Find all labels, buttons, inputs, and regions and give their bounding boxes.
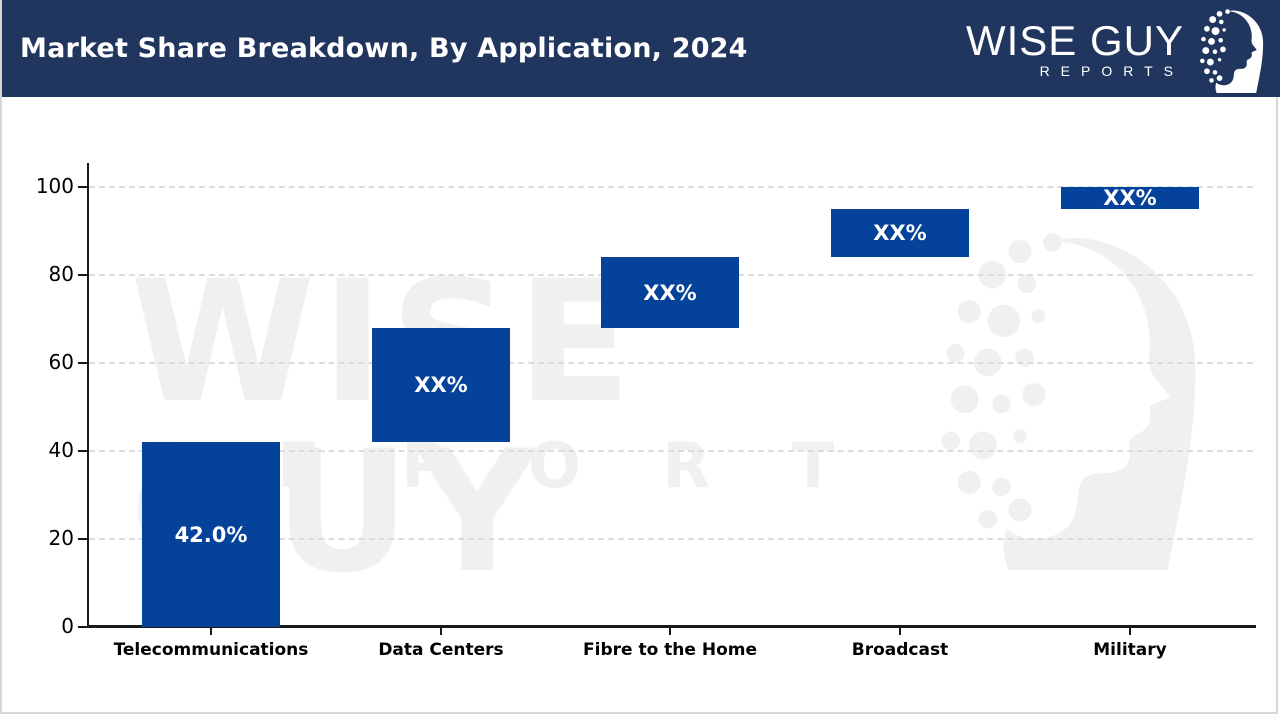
x-tick-mark-3 bbox=[669, 628, 671, 635]
bar-value-label: 42.0% bbox=[174, 522, 248, 547]
x-category-label: Fibre to the Home bbox=[583, 640, 757, 660]
x-tick-mark-4 bbox=[899, 628, 901, 635]
y-tick-label-80: 80 bbox=[48, 262, 74, 286]
frame-border-right bbox=[1276, 97, 1278, 714]
x-category-label: Telecommunications bbox=[113, 640, 309, 660]
y-tick-label-20: 20 bbox=[48, 526, 74, 550]
watermark-head-icon bbox=[941, 233, 1196, 571]
page-title: Market Share Breakdown, By Application, … bbox=[20, 33, 748, 64]
frame-border-left bbox=[0, 0, 2, 714]
chart-area: WISE GUY R E P O R T S 02040608010042.0%… bbox=[0, 97, 1280, 713]
y-tick-mark-100 bbox=[78, 186, 87, 188]
gridline-40 bbox=[89, 450, 1253, 452]
y-axis-line bbox=[87, 163, 89, 627]
bar-broadcast: XX% bbox=[831, 209, 969, 258]
y-tick-label-100: 100 bbox=[35, 174, 74, 198]
y-tick-label-40: 40 bbox=[48, 438, 74, 462]
gridline-20 bbox=[89, 538, 1253, 540]
bar-value-label: XX% bbox=[873, 221, 927, 246]
logo-text: WISE GUY REPORTS bbox=[965, 17, 1184, 80]
logo-wordmark: WISE GUY bbox=[965, 17, 1184, 64]
y-tick-mark-20 bbox=[78, 538, 87, 540]
x-tick-mark-1 bbox=[210, 628, 212, 635]
wiseguy-logo: WISE GUY REPORTS bbox=[965, 8, 1266, 93]
logo-subtitle: REPORTS bbox=[1039, 63, 1184, 79]
y-tick-label-60: 60 bbox=[48, 350, 74, 374]
bar-fibre-to-the-home: XX% bbox=[601, 257, 739, 328]
bar-value-label: XX% bbox=[643, 280, 697, 305]
bar-data-centers: XX% bbox=[372, 327, 510, 443]
y-tick-mark-80 bbox=[78, 274, 87, 276]
y-tick-label-0: 0 bbox=[61, 614, 74, 638]
frame-border-bottom bbox=[0, 712, 1278, 714]
x-tick-mark-5 bbox=[1129, 628, 1131, 635]
bar-telecommunications: 42.0% bbox=[142, 442, 280, 627]
bar-military: XX% bbox=[1061, 186, 1199, 210]
x-category-label: Military bbox=[1093, 640, 1167, 660]
y-tick-mark-40 bbox=[78, 450, 87, 452]
x-category-label: Broadcast bbox=[851, 640, 949, 660]
x-axis-line bbox=[87, 625, 1256, 628]
wiseguy-head-icon bbox=[1200, 9, 1264, 93]
x-tick-mark-2 bbox=[440, 628, 442, 635]
y-tick-mark-60 bbox=[78, 362, 87, 364]
x-category-label: Data Centers bbox=[378, 640, 504, 660]
gridline-60 bbox=[89, 362, 1253, 364]
header-bar: Market Share Breakdown, By Application, … bbox=[0, 0, 1280, 97]
bar-value-label: XX% bbox=[1103, 186, 1157, 210]
bar-value-label: XX% bbox=[414, 372, 468, 397]
y-tick-mark-0 bbox=[78, 626, 87, 628]
gridline-100 bbox=[89, 186, 1253, 188]
